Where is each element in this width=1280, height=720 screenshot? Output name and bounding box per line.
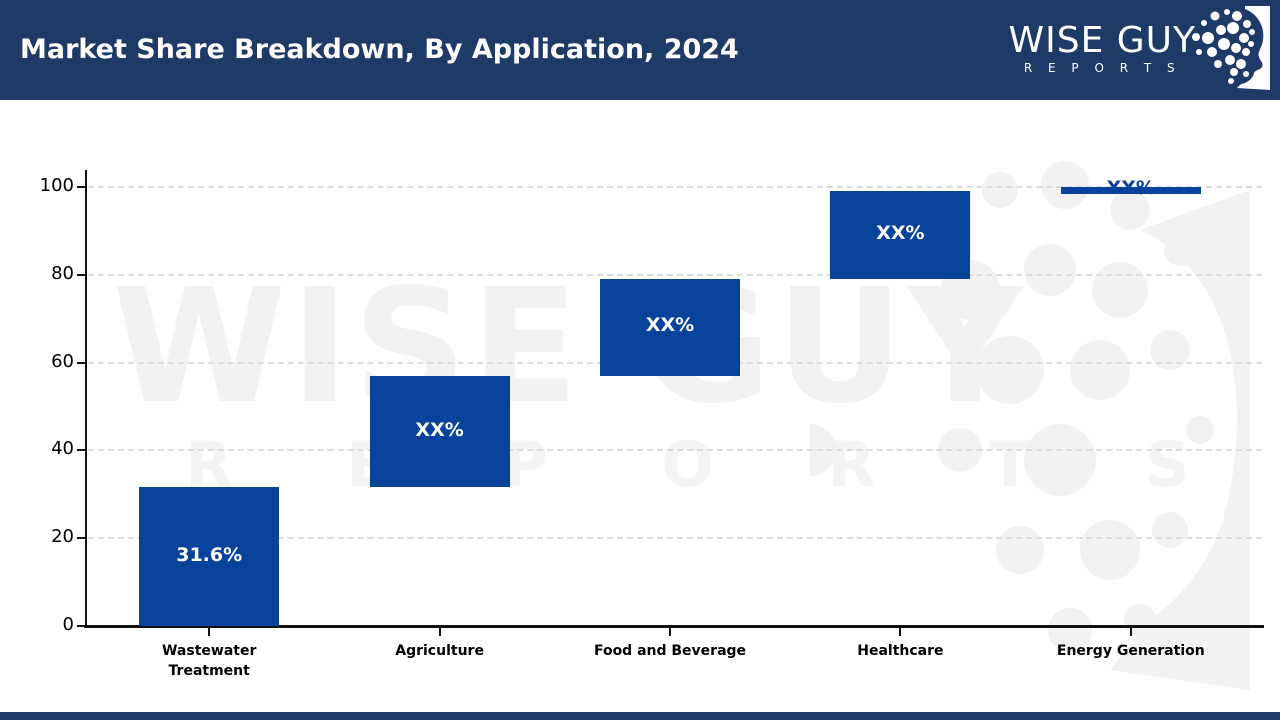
category-label: Energy Generation — [1056, 643, 1205, 659]
bar-4 — [830, 191, 971, 280]
x-axis-tick — [1129, 628, 1132, 636]
category-label: Agriculture — [395, 643, 484, 659]
logo-text: WISE GUY R E P O R T S — [1009, 21, 1197, 75]
bar-1 — [139, 487, 280, 626]
y-axis-tick-label: 100 — [39, 175, 74, 196]
gridline-20 — [88, 537, 1262, 540]
category-label: Food and Beverage — [593, 643, 747, 659]
x-axis-tick — [208, 628, 211, 636]
gridline-100 — [88, 186, 1262, 188]
x-axis-tick — [899, 628, 902, 636]
y-axis-tick — [77, 537, 86, 540]
chart-plot-area: 0 20 40 60 80 100 31.6% Wastewater Treatment XX%… — [0, 100, 1280, 712]
y-axis-tick-label: 40 — [51, 438, 74, 460]
category-label: Wastewater Treatment — [161, 643, 257, 680]
category-label: Healthcare — [857, 643, 944, 659]
y-axis-tick-label: 20 — [51, 526, 74, 548]
logo-subtext: R E P O R T S — [1023, 60, 1181, 75]
logo-wordmark: WISE GUY — [1008, 20, 1196, 62]
gridline-80 — [88, 273, 1262, 276]
footer-bar — [0, 712, 1280, 720]
y-axis-tick — [77, 449, 86, 452]
bar-2 — [369, 375, 510, 488]
bar-value-label: XX% — [876, 222, 925, 245]
y-axis-line — [85, 170, 87, 628]
bar-value-label: 31.6% — [176, 543, 243, 566]
y-axis-tick — [77, 625, 86, 627]
y-axis-tick — [77, 186, 86, 188]
wise-guy-logo: WISE GUY R E P O R T S — [1009, 6, 1270, 90]
bar-value-label: XX% — [645, 314, 695, 337]
y-axis-tick — [77, 273, 86, 276]
y-axis-tick-label: 0 — [62, 614, 74, 635]
header-bar: Market Share Breakdown, By Application, … — [0, 0, 1280, 100]
y-axis-tick-label: 60 — [51, 350, 74, 372]
y-axis-tick — [77, 361, 86, 364]
bar-value-label: XX% — [415, 418, 464, 441]
y-axis-tick-label: 80 — [51, 262, 74, 284]
gridline-40 — [88, 449, 1262, 452]
page-title: Market Share Breakdown, By Application, … — [20, 34, 739, 65]
bar-5 — [1060, 187, 1201, 194]
bar-3 — [600, 279, 740, 376]
x-axis-tick — [669, 628, 671, 636]
dotted-head-icon — [1192, 6, 1270, 90]
x-axis-line — [84, 625, 1264, 628]
x-axis-tick — [438, 628, 441, 636]
